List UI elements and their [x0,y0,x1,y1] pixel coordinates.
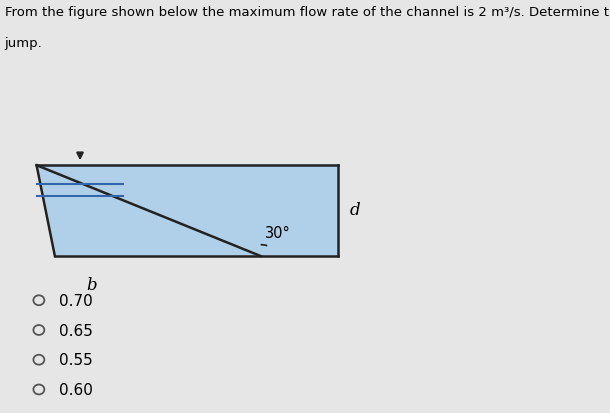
Polygon shape [37,165,339,256]
Text: jump.: jump. [4,37,42,50]
Text: 0.70: 0.70 [59,294,93,309]
Text: d: d [350,202,361,219]
Text: 0.60: 0.60 [59,383,93,398]
Text: 30°: 30° [265,226,291,241]
Text: From the figure shown below the maximum flow rate of the channel is 2 m³/s. Dete: From the figure shown below the maximum … [4,6,610,19]
Text: 0.55: 0.55 [59,354,93,368]
Text: b: b [86,277,97,294]
Text: 0.65: 0.65 [59,324,93,339]
